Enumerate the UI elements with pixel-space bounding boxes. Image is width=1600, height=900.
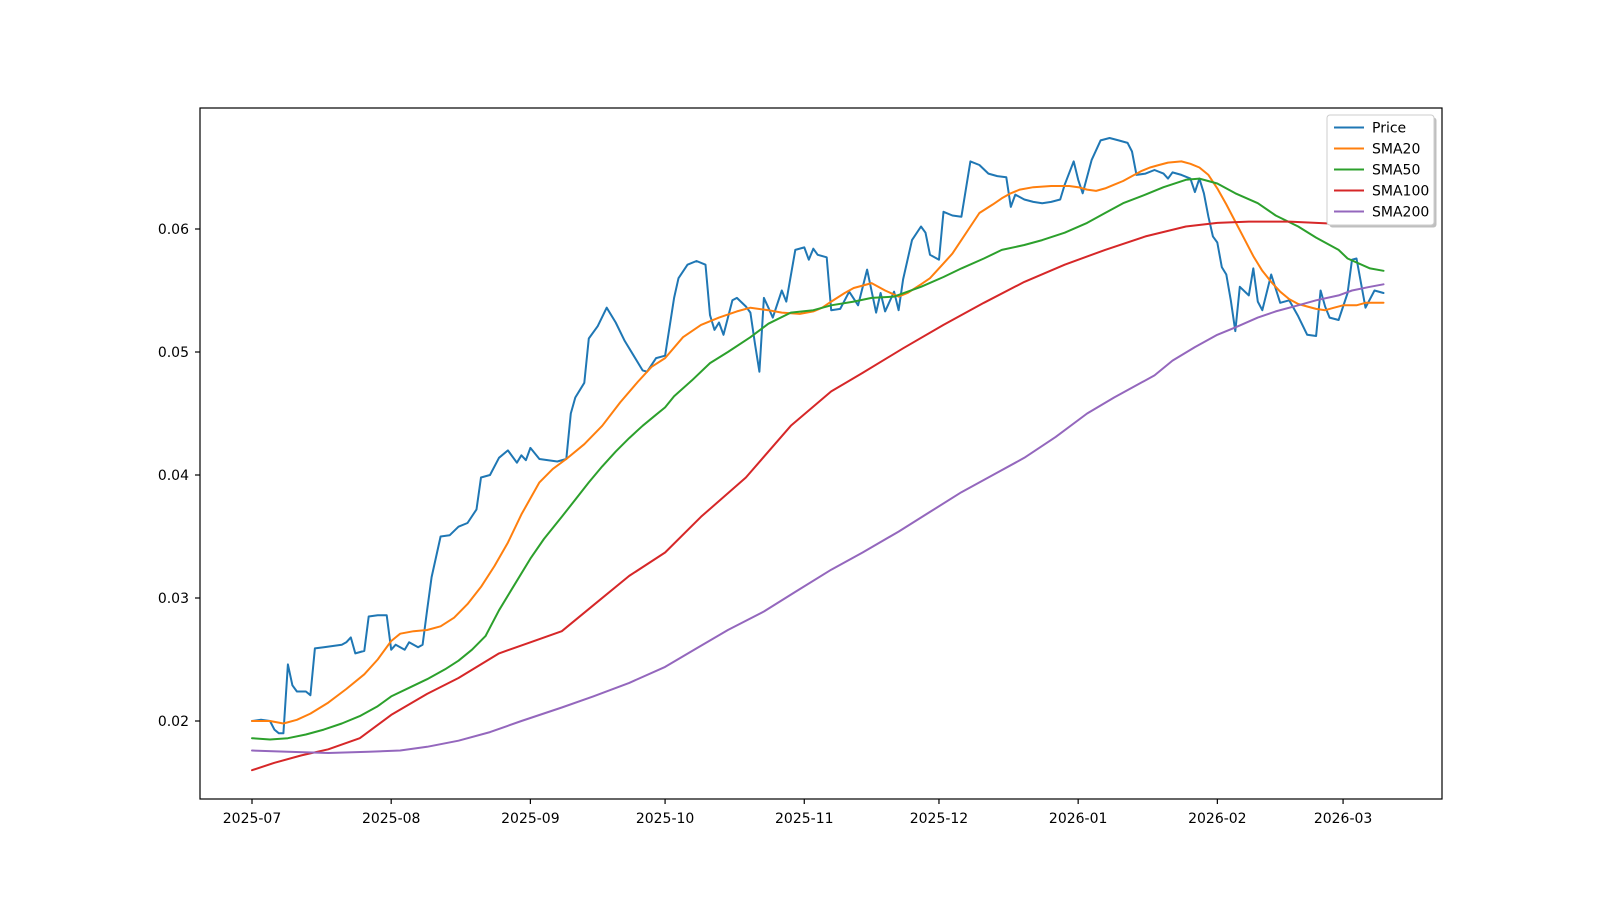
y-tick-label: 0.03 [158, 591, 189, 607]
legend-label-sma200: SMA200 [1372, 205, 1429, 221]
y-tick-label: 0.02 [158, 714, 189, 730]
y-tick-label: 0.04 [158, 468, 189, 484]
legend-label-sma100: SMA100 [1372, 184, 1429, 200]
legend-label-sma20: SMA20 [1372, 142, 1420, 158]
series-line-price [251, 137, 1385, 735]
y-tick-label: 0.05 [158, 345, 189, 361]
x-tick-label: 2026-02 [1188, 811, 1247, 827]
legend-label-price: Price [1372, 121, 1406, 137]
series-line-sma20 [251, 160, 1385, 725]
series-line-sma200 [251, 283, 1385, 754]
x-tick-label: 2026-03 [1314, 811, 1373, 827]
x-tick-label: 2025-10 [636, 811, 695, 827]
y-tick-label: 0.06 [158, 222, 189, 238]
x-tick-label: 2026-01 [1049, 811, 1108, 827]
series-line-sma50 [251, 177, 1385, 741]
x-tick-label: 2025-12 [910, 811, 969, 827]
plot-frame [199, 107, 1443, 800]
x-tick-label: 2025-09 [501, 811, 560, 827]
legend-label-sma50: SMA50 [1372, 163, 1420, 179]
x-tick-label: 2025-11 [775, 811, 834, 827]
x-tick-label: 2025-07 [223, 811, 282, 827]
series-line-sma100 [251, 220, 1385, 772]
legend-box [1326, 114, 1435, 226]
x-tick-label: 2025-08 [362, 811, 421, 827]
